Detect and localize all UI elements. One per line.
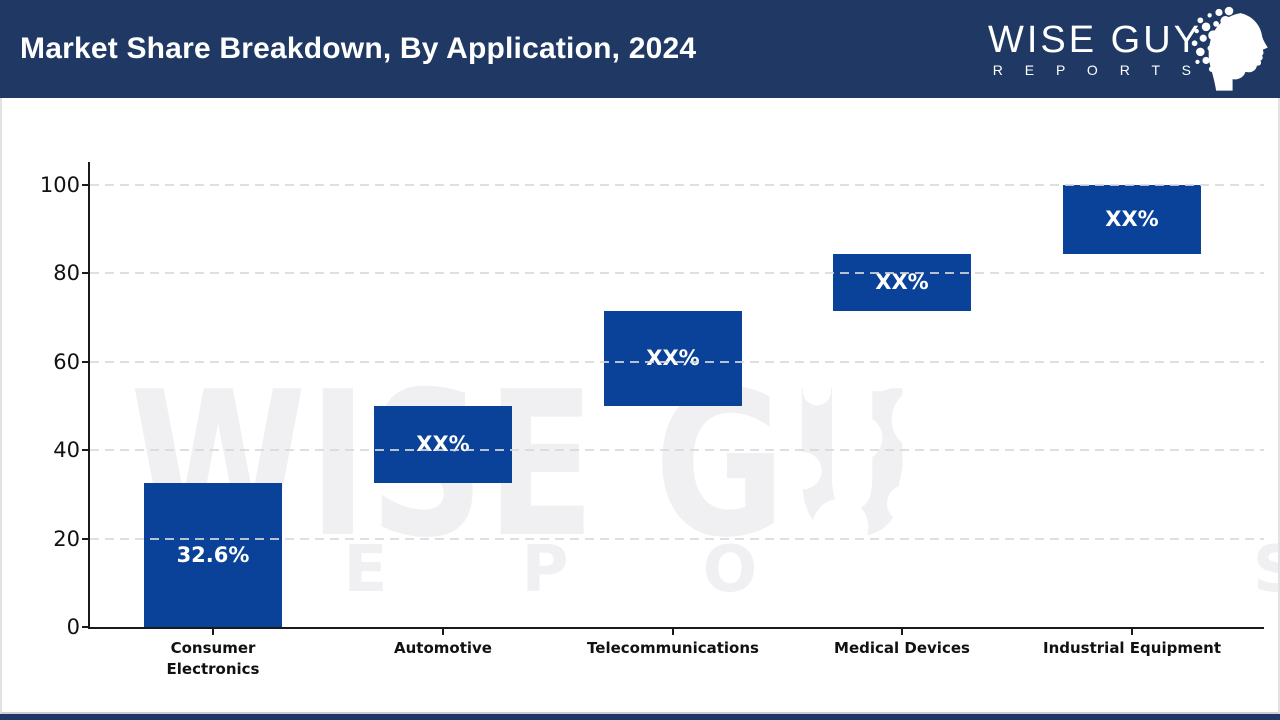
x-axis-category-label: Telecommunications [587, 639, 759, 657]
y-axis-tick-mark [82, 184, 90, 186]
y-axis-line [88, 162, 90, 629]
bar-consumer-electronics: 32.6% [144, 482, 282, 627]
bar-automotive: XX% [374, 406, 512, 483]
bar-industrial-equipment: XX% [1063, 185, 1201, 254]
bar-value-label: XX% [1105, 207, 1159, 232]
y-axis-tick-mark [82, 272, 90, 275]
y-axis-tick-label: 100 [39, 173, 80, 197]
x-axis-category-label: Medical Devices [834, 639, 970, 657]
gridline-20 [90, 537, 1264, 540]
gridline-60 [90, 360, 1264, 363]
y-axis-tick-label: 60 [53, 349, 80, 374]
x-axis-line [90, 627, 1264, 629]
chart-panel: WISE GUY R E P O R T S 0 20 40 60 80 100 32.6%… [0, 98, 1280, 714]
x-axis-tick-mark [212, 627, 214, 635]
y-axis-tick-label: 80 [53, 261, 80, 286]
footer-bar [0, 714, 1280, 720]
bar-medical-devices: XX% [833, 253, 971, 311]
dotted-head-icon [1191, 6, 1268, 91]
x-axis-tick-mark [672, 627, 674, 635]
bar-value-label: XX% [416, 432, 470, 457]
y-axis-tick-mark [82, 626, 90, 628]
x-axis-category-label: Automotive [394, 639, 492, 657]
bar-value-label: 32.6% [176, 542, 250, 567]
brand-subtitle: R E P O R T S [992, 62, 1200, 78]
y-axis-tick-mark [82, 449, 90, 452]
x-axis-category-label: Industrial Equipment [1043, 639, 1221, 657]
gridline-100 [90, 184, 1264, 186]
bar-value-label: XX% [646, 346, 700, 371]
page-title: Market Share Breakdown, By Application, … [20, 32, 697, 65]
gridline-80 [90, 272, 1264, 275]
gridline-40 [90, 449, 1264, 452]
y-axis-tick-mark [82, 360, 90, 363]
x-axis-category-label: Consumer Electronics [166, 639, 260, 678]
brand-name: WISE GUY [987, 19, 1202, 61]
waterfall-chart: 0 20 40 60 80 100 32.6% XX% XX% XX% XX% Consumer El… [2, 98, 1278, 712]
header-bar: Market Share Breakdown, By Application, … [0, 0, 1280, 98]
y-axis-tick-mark [82, 537, 90, 540]
y-axis-tick-label: 20 [53, 526, 80, 551]
y-axis-tick-label: 0 [66, 615, 80, 639]
bar-telecommunications: XX% [604, 310, 742, 406]
y-axis-tick-label: 40 [53, 438, 80, 463]
brand-logo: WISE GUY R E P O R T S [988, 6, 1280, 92]
x-axis-tick-mark [442, 627, 444, 635]
